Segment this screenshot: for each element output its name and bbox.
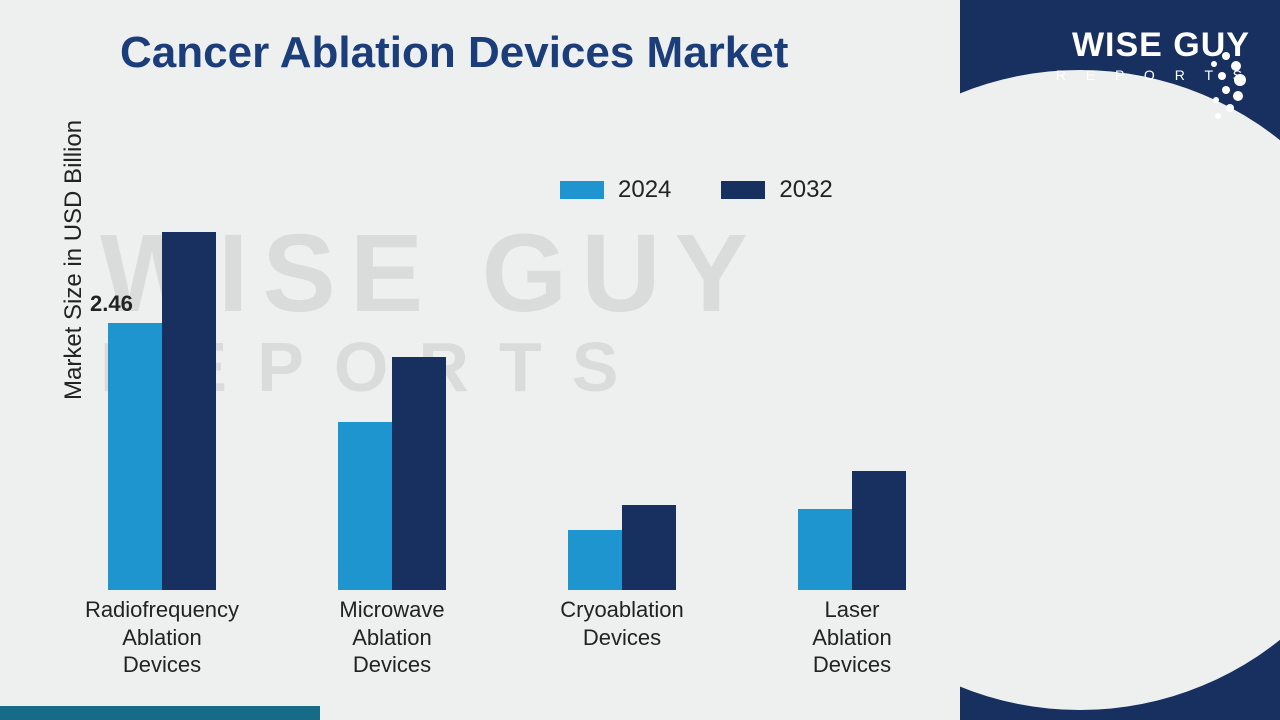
chart-title: Cancer Ablation Devices Market (120, 28, 788, 78)
bar-series2 (162, 232, 216, 590)
brand-logo: WISE GUY R E P O R T S (1056, 26, 1250, 83)
legend: 2024 2032 (560, 176, 833, 204)
x-axis-label: MicrowaveAblationDevices (292, 596, 492, 679)
chart-area: 2.46 (98, 210, 968, 590)
legend-swatch-2024 (560, 181, 604, 199)
bottom-accent-bar (0, 706, 320, 720)
bar-series1 (568, 530, 622, 590)
legend-item-2024: 2024 (560, 176, 671, 204)
x-axis-label: LaserAblationDevices (752, 596, 952, 679)
bar-series2 (622, 505, 676, 590)
bar-series2 (852, 471, 906, 590)
x-axis-label: RadiofrequencyAblationDevices (62, 596, 262, 679)
bar-series1 (108, 323, 162, 590)
bar-value-label: 2.46 (90, 291, 133, 317)
x-axis-label: CryoablationDevices (522, 596, 722, 651)
bar-series2 (392, 357, 446, 590)
bar-series1 (798, 509, 852, 590)
chart-canvas: WISE GUY R E P O R T S Cancer Ablation D… (0, 0, 1280, 720)
legend-swatch-2032 (721, 181, 765, 199)
brand-dots-icon (1166, 46, 1246, 126)
legend-item-2032: 2032 (721, 176, 832, 204)
legend-label-2024: 2024 (618, 176, 671, 204)
bar-series1 (338, 422, 392, 590)
y-axis-label: Market Size in USD Billion (60, 120, 88, 400)
legend-label-2032: 2032 (779, 176, 832, 204)
